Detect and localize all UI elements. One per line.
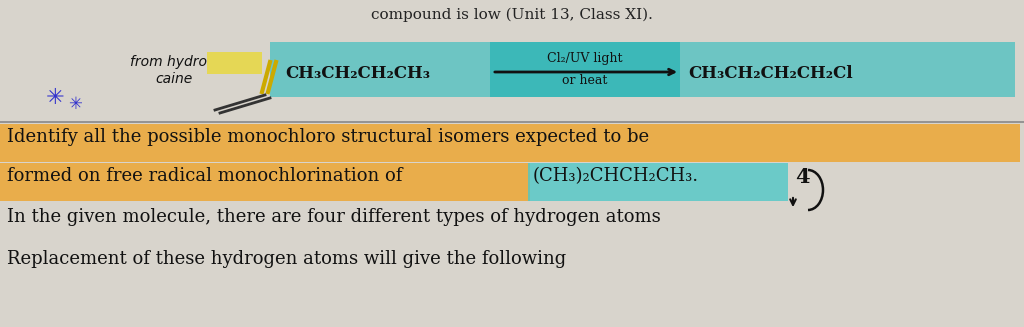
Bar xyxy=(270,42,1015,97)
Text: compound is low (Unit 13, Class XI).: compound is low (Unit 13, Class XI). xyxy=(371,8,653,22)
Text: (CH₃)₂CHCH₂CH₃.: (CH₃)₂CHCH₂CH₃. xyxy=(534,167,699,185)
Text: In the given molecule, there are four different types of hydrogen atoms: In the given molecule, there are four di… xyxy=(7,208,660,226)
Text: Cl₂/UV light: Cl₂/UV light xyxy=(547,52,623,65)
Bar xyxy=(0,163,530,201)
Bar xyxy=(528,163,788,201)
Text: CH₃CH₂CH₂CH₃: CH₃CH₂CH₂CH₃ xyxy=(285,65,430,82)
Text: formed on free radical monochlorination of: formed on free radical monochlorination … xyxy=(7,167,409,185)
Text: from hydro: from hydro xyxy=(130,55,207,69)
Text: ✳: ✳ xyxy=(46,88,65,108)
Text: Identify all the possible monochloro structural isomers expected to be: Identify all the possible monochloro str… xyxy=(7,128,649,146)
Text: or heat: or heat xyxy=(562,74,607,87)
Text: Replacement of these hydrogen atoms will give the following: Replacement of these hydrogen atoms will… xyxy=(7,250,566,268)
Bar xyxy=(207,52,262,74)
Bar xyxy=(0,124,1020,162)
Text: CH₃CH₂CH₂CH₂Cl: CH₃CH₂CH₂CH₂Cl xyxy=(688,65,853,82)
Bar xyxy=(490,42,680,97)
Bar xyxy=(0,122,1024,327)
Bar xyxy=(0,0,1024,122)
Text: caine: caine xyxy=(155,72,193,86)
Text: 4: 4 xyxy=(795,167,810,187)
Text: ✳: ✳ xyxy=(68,95,82,113)
